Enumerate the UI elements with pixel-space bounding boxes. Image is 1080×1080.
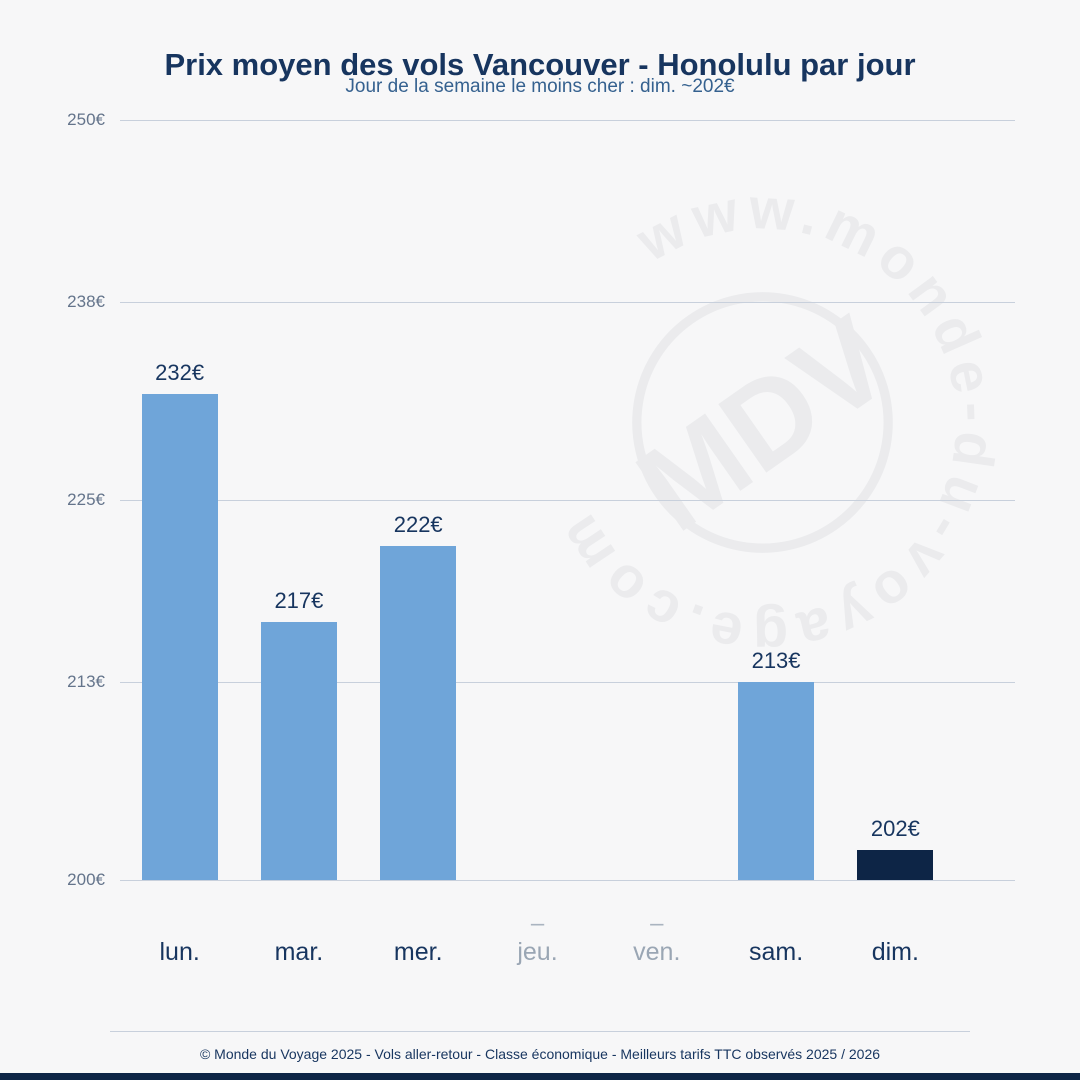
gridline-238€ (120, 302, 1015, 304)
bottom-accent-bar (0, 1073, 1080, 1080)
day-label-jeu.: jeu. (517, 938, 558, 966)
value-label-mer.: 222€ (393, 511, 443, 537)
plot-area: 232€ 217€ 222€ 213€ 202€ (120, 120, 1015, 881)
footer-divider (110, 1031, 970, 1032)
no-data-dash-ven.: – (650, 910, 664, 937)
ytick-238€: 238€ (67, 292, 105, 312)
footer-credit: © Monde du Voyage 2025 - Vols aller-reto… (199, 1046, 881, 1062)
bar-mar. (260, 621, 337, 880)
gridline-200€ (120, 880, 1015, 881)
bar-lun. (141, 393, 218, 880)
ytick-200€: 200€ (67, 870, 105, 889)
value-label-mar.: 217€ (274, 587, 324, 613)
ytick-225€: 225€ (67, 490, 105, 509)
ytick-213€: 213€ (67, 672, 105, 692)
gridline-225€ (120, 500, 1015, 501)
gridline-250€ (120, 120, 1015, 121)
day-label-dim.: dim. (871, 938, 919, 966)
gridline-213€ (120, 682, 1015, 684)
ytick-250€: 250€ (67, 110, 105, 129)
bar-chart: 232€ 217€ 222€ 213€ 202€ 250€ 238€ 225€ 213€ 200… (0, 110, 1080, 966)
bar-dim. (857, 849, 934, 880)
no-data-dash-jeu.: – (530, 910, 545, 937)
bar-sam. (738, 682, 815, 880)
day-label-ven.: ven. (633, 938, 681, 966)
day-label-sam.: sam. (748, 938, 804, 966)
page-title: Prix moyen des vols Vancouver - Honolulu… (164, 46, 916, 82)
value-label-dim.: 202€ (870, 815, 920, 841)
value-label-sam.: 213€ (751, 648, 801, 674)
day-label-mar.: mar. (274, 938, 324, 966)
day-label-lun.: lun. (159, 938, 200, 966)
day-label-mer.: mer. (393, 938, 443, 966)
bar-mer. (380, 545, 457, 880)
x-axis: lun. mar. mer. – jeu. – ven. sam. dim. (0, 880, 1080, 1010)
chart-subtitle: Jour de la semaine le moins cher : dim. … (345, 76, 735, 97)
value-label-lun.: 232€ (155, 359, 205, 385)
